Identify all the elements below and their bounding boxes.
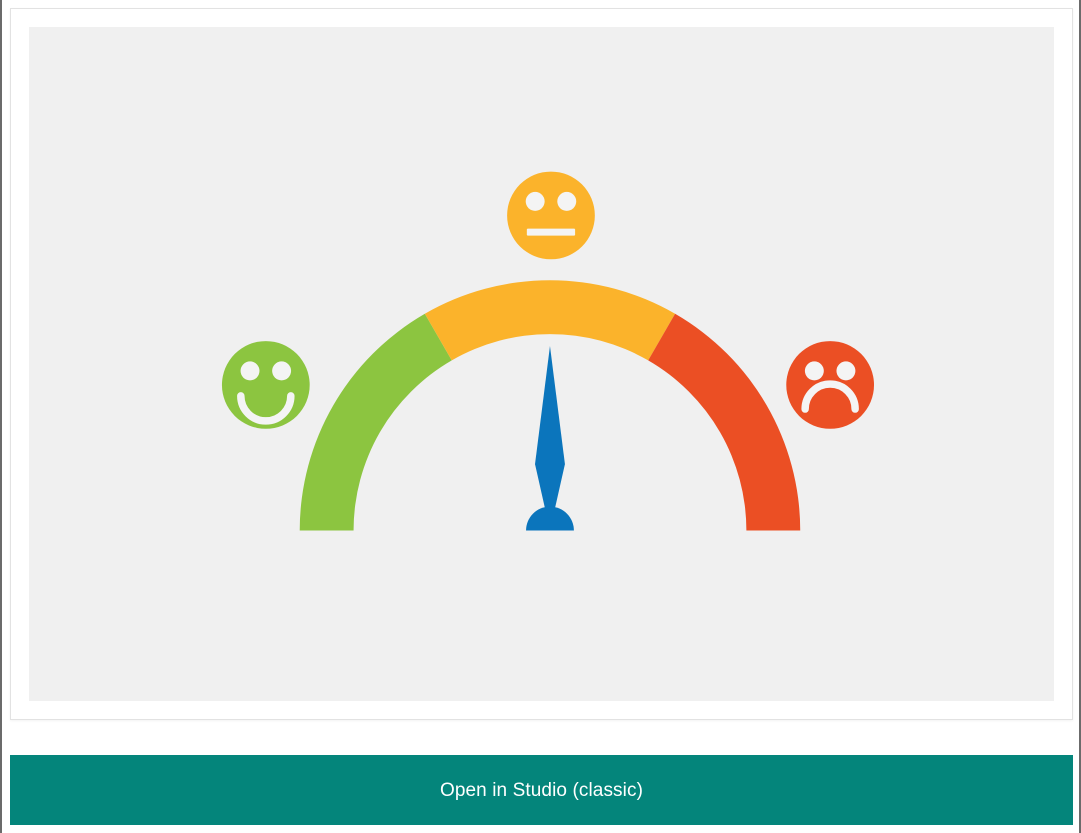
gauge-needle-hub [526, 506, 574, 531]
gauge-needle-group [526, 346, 574, 531]
gauge-segment-good [299, 313, 452, 531]
gauge-segment-bad [648, 313, 801, 531]
neutral-face-icon [507, 171, 595, 260]
gauge-panel [29, 27, 1054, 701]
gauge-segment-neutral [424, 280, 676, 361]
open-in-studio-label: Open in Studio (classic) [439, 779, 644, 801]
sad-face-icon [786, 341, 875, 429]
gauge-arc-group [299, 280, 801, 531]
gauge-chart [221, 171, 875, 531]
gauge-card [10, 8, 1073, 720]
happy-face-icon [221, 341, 310, 429]
gauge-needle [535, 346, 565, 531]
open-in-studio-button[interactable]: Open in Studio (classic) [10, 755, 1073, 825]
